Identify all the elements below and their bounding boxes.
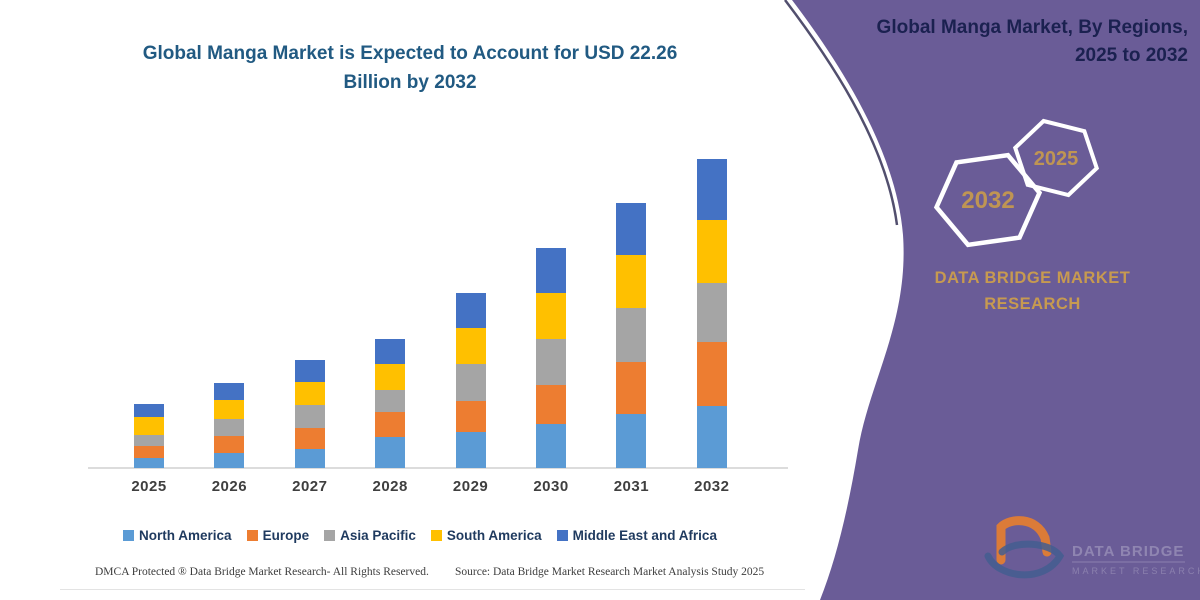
panel-heading: Global Manga Market, By Regions, 2025 to… (850, 14, 1188, 69)
bar-segment-asia-pacific (294, 405, 325, 428)
stacked-bar-2030 (536, 248, 566, 468)
legend-label: North America (139, 528, 232, 543)
bar-segment-middle-east-and-africa (616, 202, 647, 256)
panel-heading-line1: Global Manga Market, By Regions, (876, 17, 1188, 38)
brand-line2: RESEARCH (984, 294, 1081, 313)
bar-segment-middle-east-and-africa (375, 338, 406, 364)
legend-item-europe: Europe (246, 528, 310, 543)
legend-label: Middle East and Africa (572, 528, 717, 543)
legend-swatch-icon (430, 530, 442, 541)
brand-line1: DATA BRIDGE MARKET (934, 269, 1131, 287)
purple-panel-shape (792, 0, 1200, 600)
bar-segment-europe (375, 412, 406, 438)
x-axis-label-2027: 2027 (292, 478, 328, 495)
legend-item-middle-east-and-africa: Middle East and Africa (556, 528, 717, 543)
logo-blue-arc (984, 540, 1065, 579)
hexagon-2025: 2025 (1012, 118, 1100, 198)
x-axis-label-2030: 2030 (533, 478, 569, 495)
bar-segment-south-america (455, 327, 486, 364)
x-axis-label-2029: 2029 (452, 478, 489, 495)
legend-swatch-icon (324, 530, 336, 541)
bar-segment-north-america (214, 452, 245, 468)
bar-segment-europe (455, 401, 486, 432)
x-axis-label-2032: 2032 (694, 478, 730, 495)
bar-segment-asia-pacific (696, 282, 727, 342)
panel-heading-line2: 2025 to 2032 (1074, 44, 1188, 66)
x-axis-label-2028: 2028 (372, 478, 408, 495)
bar-segment-asia-pacific (134, 434, 164, 446)
legend-item-north-america: North America (123, 528, 232, 543)
chart-title: Global Manga Market is Expected to Accou… (80, 40, 740, 97)
legend-item-south-america: South America (430, 528, 542, 543)
bar-segment-middle-east-and-africa (294, 359, 325, 382)
bar-segment-north-america (294, 448, 325, 468)
hex-back-year-label: 2032 (961, 187, 1014, 214)
bar-segment-europe (616, 362, 647, 414)
bar-segment-north-america (696, 406, 727, 468)
bar-segment-south-america (616, 255, 647, 309)
bar-segment-north-america (375, 437, 406, 468)
legend-label: South America (446, 528, 542, 543)
hexagon-2032: 2032 (933, 152, 1043, 248)
legend-item-asia-pacific: Asia Pacific (324, 528, 416, 543)
bar-segment-middle-east-and-africa (536, 248, 566, 293)
bar-segment-south-america (696, 219, 727, 283)
logo-orange-arc (996, 516, 1052, 565)
bar-segment-asia-pacific (375, 390, 406, 413)
stacked-bar-2032 (696, 158, 727, 468)
bar-segment-north-america (536, 423, 566, 468)
bar-segment-middle-east-and-africa (455, 292, 486, 328)
panel-edge-accent (784, 0, 899, 226)
legend-label: Asia Pacific (340, 528, 416, 543)
bar-segment-asia-pacific (616, 308, 647, 363)
footer-dmca-text: DMCA Protected ® Data Bridge Market Rese… (95, 566, 429, 578)
bar-segment-south-america (375, 363, 406, 391)
bar-segment-europe (214, 436, 245, 453)
bar-segment-south-america (294, 381, 325, 406)
legend-label: Europe (262, 528, 310, 543)
legend-swatch-icon (123, 530, 135, 541)
logo-watermark-line1: DATA BRIDGE (1072, 543, 1184, 560)
hex-front-year-label: 2025 (1034, 148, 1079, 170)
bar-segment-europe (134, 445, 164, 459)
bar-segment-south-america (214, 399, 245, 420)
stacked-bar-2025 (134, 404, 164, 468)
bar-segment-europe (294, 427, 325, 449)
legend-swatch-icon (556, 530, 568, 541)
bar-segment-asia-pacific (214, 419, 245, 437)
logo-watermark-line2: MARKET RESEARCH (1072, 566, 1200, 576)
x-axis-label-2026: 2026 (211, 478, 248, 495)
bar-segment-north-america (616, 413, 647, 468)
footer-source-text: Source: Data Bridge Market Research Mark… (455, 566, 765, 578)
x-axis-label-2031: 2031 (613, 478, 650, 495)
bar-segment-south-america (536, 292, 566, 339)
legend: North America Europe Asia Pacific South Ame… (50, 528, 790, 543)
footer-divider (60, 589, 805, 590)
bar-segment-north-america (455, 431, 486, 468)
bar-segment-europe (536, 384, 566, 424)
stacked-bar-2029 (455, 292, 486, 468)
chart-title-line2: Billion by 2032 (343, 71, 477, 93)
bar-segment-asia-pacific (536, 338, 566, 385)
bar-segment-asia-pacific (455, 363, 486, 402)
plot-area: 2025 2026 2027 2028 2029 2030 2031 2032 (88, 158, 788, 495)
bar-segment-middle-east-and-africa (696, 158, 727, 220)
chart-title-line1: Global Manga Market is Expected to Accou… (142, 43, 678, 64)
bar-segment-north-america (134, 458, 164, 468)
stacked-bar-2026 (214, 383, 245, 468)
bar-segment-middle-east-and-africa (134, 404, 164, 417)
stacked-bar-2031 (616, 202, 647, 468)
dbmr-logo: DATA BRIDGE MARKET RESEARCH (984, 516, 1200, 579)
stacked-bar-2027 (294, 359, 325, 468)
bar-segment-europe (696, 341, 727, 407)
brand-name: DATA BRIDGE MARKET RESEARCH (905, 266, 1160, 317)
bar-segment-south-america (134, 416, 164, 435)
bar-segment-middle-east-and-africa (214, 383, 245, 400)
x-axis-label-2025: 2025 (131, 478, 167, 495)
stacked-bar-2028 (375, 338, 406, 468)
legend-swatch-icon (246, 530, 258, 541)
x-axis-line (88, 467, 788, 469)
